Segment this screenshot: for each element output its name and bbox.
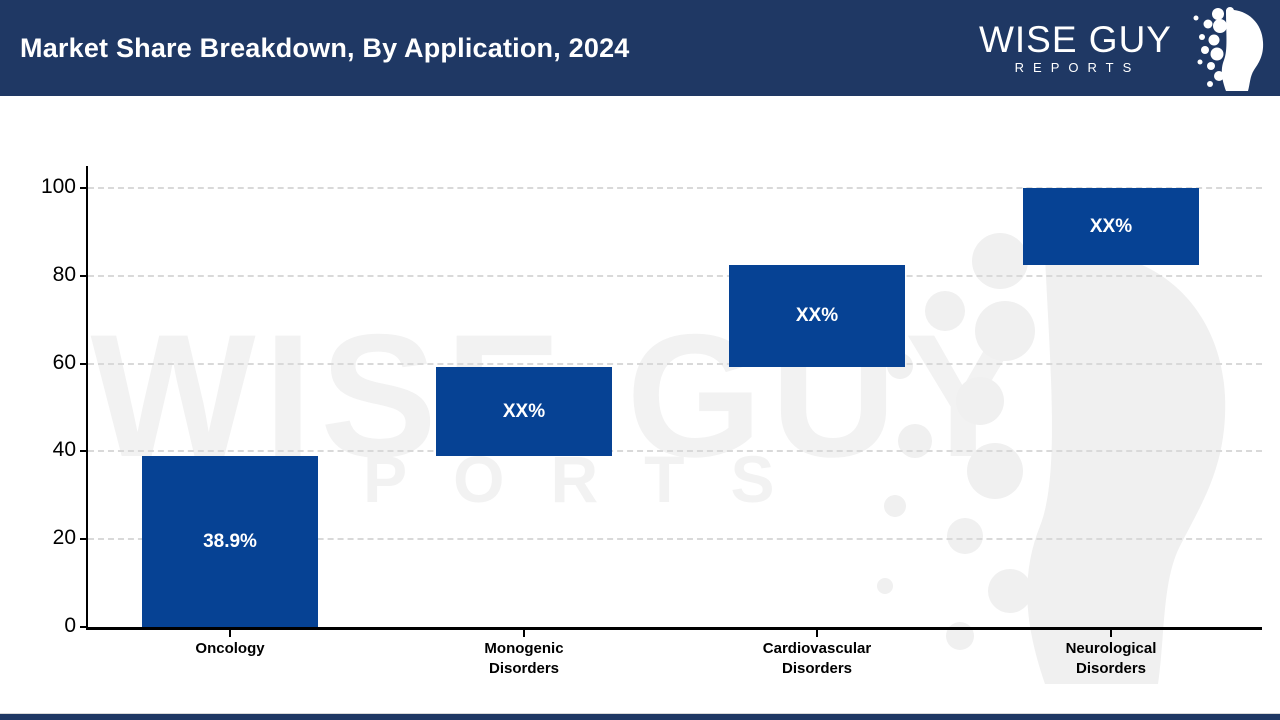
x-category-label-3: Neurological Disorders	[1065, 640, 1157, 677]
x-tick-2	[816, 630, 818, 637]
x-category-label-1: Monogenic Disorders	[484, 640, 564, 677]
y-tick-label-40: 40	[52, 438, 76, 462]
footer-bar	[0, 713, 1280, 720]
x-tick-3	[1110, 630, 1112, 637]
watermark-head-icon	[877, 221, 1226, 684]
gridline-20	[88, 538, 1262, 541]
logo-wordmark: WISE GUY	[978, 18, 1172, 60]
y-tick-label-100: 100	[40, 175, 76, 198]
bar-cardiovascular-disorders: XX%	[729, 265, 905, 368]
y-tick-80	[80, 274, 88, 277]
logo-head-icon	[1193, 7, 1264, 92]
wise-guy-logo: WISE GUY REPORTS	[979, 4, 1266, 92]
bar-value-label: XX%	[1089, 215, 1133, 237]
x-category-label-0: Oncology	[195, 640, 265, 657]
y-axis-spine	[86, 166, 88, 627]
chart-area: WISE GUY REPORTS 0 20 40 60 80 100 38.9% Oncolo…	[0, 96, 1280, 713]
gridline-80	[88, 274, 1262, 277]
x-tick-0	[229, 630, 231, 637]
bar-monogenic-disorders: XX%	[436, 367, 612, 457]
y-tick-label-80: 80	[52, 262, 76, 286]
header-band: Market Share Breakdown, By Application, …	[0, 0, 1280, 96]
y-tick-100	[80, 187, 88, 189]
y-tick-0	[80, 626, 88, 628]
y-tick-label-60: 60	[52, 350, 76, 374]
y-tick-20	[80, 538, 88, 541]
chart-title: Market Share Breakdown, By Application, …	[20, 32, 630, 63]
gridline-100	[88, 187, 1262, 189]
y-tick-40	[80, 450, 88, 453]
x-axis-spine	[86, 627, 1262, 630]
x-category-label-2: Cardiovascular Disorders	[762, 640, 872, 677]
x-tick-1	[523, 630, 525, 637]
logo-subtitle: REPORTS	[1014, 59, 1141, 75]
bar-value-label: 38.9%	[203, 530, 257, 552]
bar-neurological-disorders: XX%	[1023, 188, 1199, 266]
bar-value-label: XX%	[795, 305, 839, 327]
y-tick-60	[80, 362, 88, 365]
y-tick-label-0: 0	[64, 614, 76, 637]
gridline-60	[88, 362, 1262, 365]
gridline-40	[88, 450, 1262, 453]
bar-value-label: XX%	[502, 400, 546, 422]
y-tick-label-20: 20	[52, 526, 76, 550]
bar-oncology: 38.9%	[142, 456, 318, 627]
